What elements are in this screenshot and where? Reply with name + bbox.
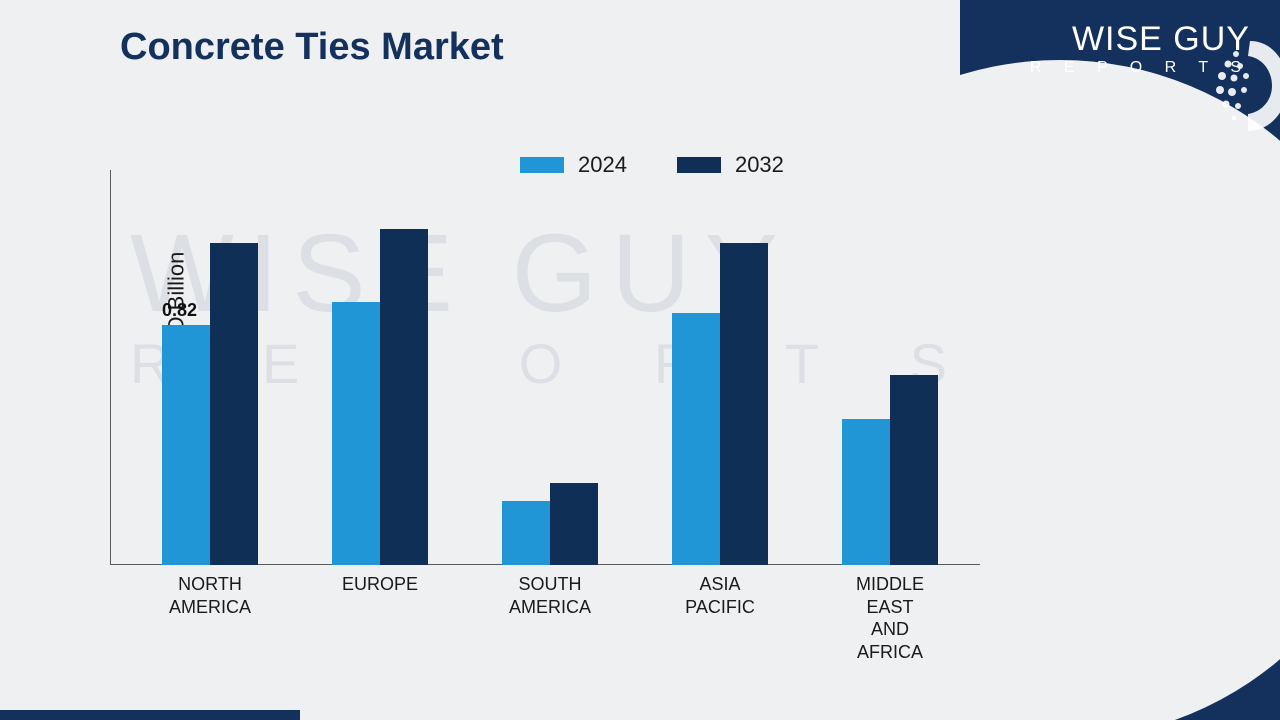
brand-head-icon [1190,36,1280,136]
bar [890,375,938,565]
bar [550,483,598,565]
bar-group: EUROPE [310,229,450,565]
x-axis-category-label: MIDDLEEASTANDAFRICA [820,573,960,663]
bar-group: SOUTHAMERICA [480,483,620,565]
x-axis-category-label: ASIAPACIFIC [650,573,790,618]
x-axis-category-label: SOUTHAMERICA [480,573,620,618]
bar [210,243,258,565]
chart-title: Concrete Ties Market [120,26,504,69]
chart-canvas: WISE GUY R E P O R T S Concrete Ties Mar… [0,0,1280,720]
accent-bar [0,710,300,720]
bar-group: ASIAPACIFIC [650,243,790,565]
bar [502,501,550,565]
bar [332,302,380,565]
brand-logo: WISE GUY R E P O R T S [1030,22,1250,76]
bar [842,419,890,565]
bar-group: MIDDLEEASTANDAFRICA [820,375,960,565]
x-axis-category-label: NORTHAMERICA [140,573,280,618]
y-axis-line [110,170,111,565]
plot-area: 0.82NORTHAMERICAEUROPE SOUTHAMERICA ASIAPA… [110,170,980,565]
bar-value-label: 0.82 [162,300,197,321]
bar [162,325,210,565]
x-axis-category-label: EUROPE [310,573,450,596]
bar [720,243,768,565]
bar [672,313,720,565]
bar-group: 0.82NORTHAMERICA [140,243,280,565]
bar [380,229,428,565]
